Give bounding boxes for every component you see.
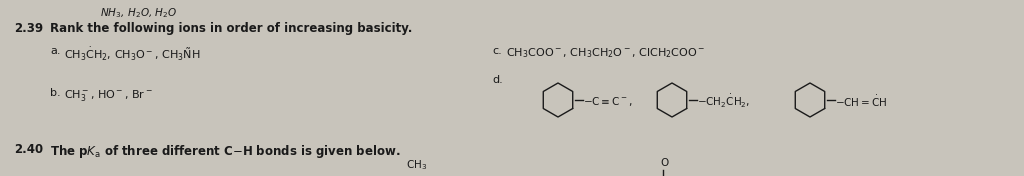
Text: $-$CH$=\dot{\rm C}$H: $-$CH$=\dot{\rm C}$H: [835, 93, 888, 109]
Text: The p$K_{\rm a}$ of three different C$-$H bonds is given below.: The p$K_{\rm a}$ of three different C$-$…: [50, 143, 400, 160]
Text: a.: a.: [50, 46, 60, 56]
Text: CH$_3^-$, HO$^-$, Br$^-$: CH$_3^-$, HO$^-$, Br$^-$: [63, 88, 153, 103]
Text: O: O: [660, 158, 669, 168]
Text: Rank the following ions in order of increasing basicity.: Rank the following ions in order of incr…: [50, 22, 413, 35]
Text: NH$_3$, H$_2$O, H$_2$O: NH$_3$, H$_2$O, H$_2$O: [100, 6, 177, 20]
Text: 2.39: 2.39: [14, 22, 43, 35]
Text: $-$C$\equiv$C$^-$,: $-$C$\equiv$C$^-$,: [583, 95, 633, 108]
Text: d.: d.: [492, 75, 503, 85]
Text: c.: c.: [492, 46, 502, 56]
Text: CH$_3$COO$^-$, CH$_3$CH$_2$O$^-$, ClCH$_2$COO$^-$: CH$_3$COO$^-$, CH$_3$CH$_2$O$^-$, ClCH$_…: [506, 46, 706, 60]
Text: b.: b.: [50, 88, 60, 98]
Text: $-$CH$_2\dot{\rm C}$H$_2$,: $-$CH$_2\dot{\rm C}$H$_2$,: [697, 93, 751, 109]
Text: CH$_3\dot{\rm C}$H$_2$, CH$_3$O$^-$, CH$_3\tilde{\rm N}$H: CH$_3\dot{\rm C}$H$_2$, CH$_3$O$^-$, CH$…: [63, 46, 201, 63]
Text: CH$_3$: CH$_3$: [406, 158, 427, 172]
Text: 2.40: 2.40: [14, 143, 43, 156]
